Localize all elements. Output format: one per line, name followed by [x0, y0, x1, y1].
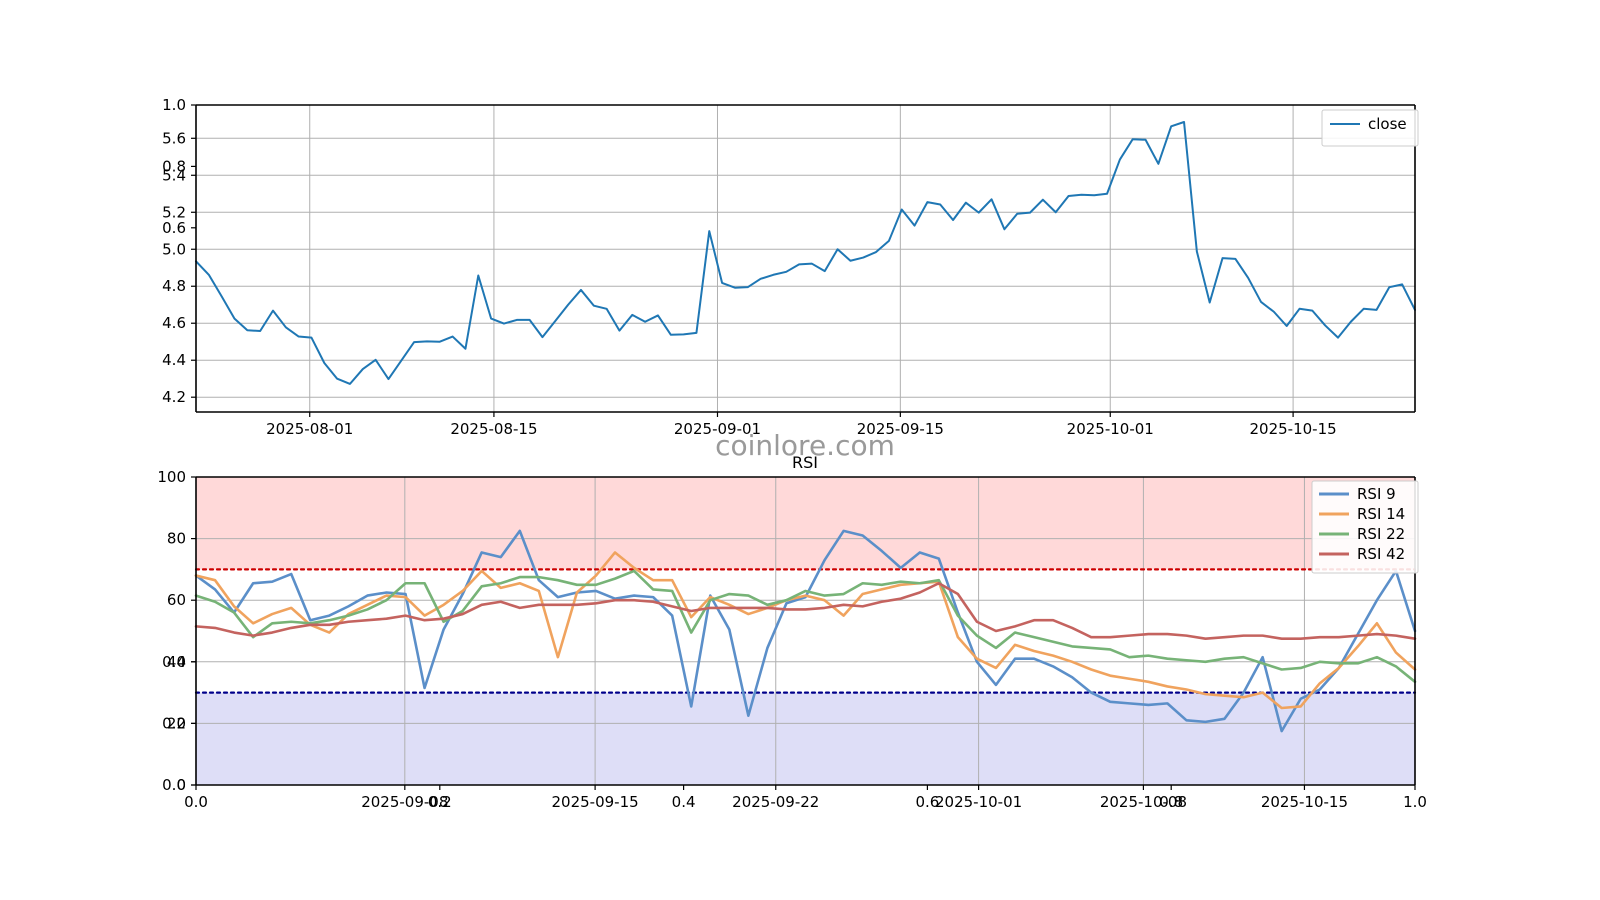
price-y-tick-label: 4.6	[162, 314, 186, 332]
overbought-band	[196, 477, 1415, 570]
rsi-legend-label: RSI 9	[1357, 485, 1396, 503]
rsi-overlay-x-tick-label: 1.0	[1403, 793, 1427, 811]
price-chart-panel: 4.2 4.4 4.6 4.8 5.0 5.2 5.4 5.6 0.6 0.8 1.0 2025-…	[162, 96, 1419, 438]
price-x-gridlines	[309, 105, 1294, 412]
rsi-legend[interactable]: RSI 9 RSI 14 RSI 22 RSI 42	[1311, 480, 1419, 574]
rsi-x-tick-labels: 2025-09-08 2025-09-15 2025-09-22 2025-10-01…	[361, 785, 1348, 811]
rsi-line-rsi-14	[194, 551, 1417, 710]
rsi-axis-spines	[195, 476, 1416, 786]
price-x-tick-label: 2025-08-01	[266, 420, 353, 438]
price-y-tick-label: 4.4	[162, 351, 186, 369]
price-overlay-y-tick-label: 1.0	[162, 96, 186, 114]
rsi-gridlines	[196, 538, 1415, 724]
price-legend-box	[1321, 109, 1419, 147]
price-series-lines	[195, 121, 1416, 385]
price-y-tick-label: 4.8	[162, 277, 186, 295]
rsi-legend-label: RSI 22	[1357, 525, 1405, 543]
price-x-tick-label: 2025-08-15	[450, 420, 537, 438]
rsi-x-tick-label: 2025-10-15	[1261, 793, 1348, 811]
price-x-tick-label: 2025-09-01	[674, 420, 761, 438]
price-overlay-y-tick-label: 0.8	[162, 157, 186, 175]
rsi-y-tick-label: 80	[167, 530, 186, 548]
rsi-overlay-y-tick-label: 0.4	[162, 653, 186, 671]
price-y-tick-labels-overlay: 0.6 0.8 1.0	[162, 96, 196, 237]
rsi-overlay-y-tick-label: 0.0	[162, 776, 186, 794]
price-y-tick-label: 5.0	[162, 240, 186, 258]
rsi-x-tick-label: 2025-10-08	[1100, 793, 1187, 811]
price-y-tick-label: 5.6	[162, 129, 186, 147]
rsi-x-tick-labels-overlay: 0.0 0.2 0.4 0.6 0.8 1.0	[184, 785, 1427, 811]
rsi-y-tick-label: 60	[167, 591, 186, 609]
rsi-line-rsi-9	[194, 529, 1417, 733]
rsi-x-tick-label: 2025-09-22	[732, 793, 819, 811]
price-x-tick-label: 2025-09-15	[857, 420, 944, 438]
rsi-line-rsi-22	[194, 569, 1417, 684]
price-line-close	[195, 121, 1416, 385]
price-x-tick-label: 2025-10-01	[1067, 420, 1154, 438]
rsi-y-tick-label: 100	[157, 468, 186, 486]
price-legend-label: close	[1368, 115, 1407, 133]
rsi-legend-label: RSI 14	[1357, 505, 1405, 523]
price-y-tick-label: 4.2	[162, 388, 186, 406]
price-gridlines	[196, 137, 1415, 398]
price-legend[interactable]: close	[1321, 109, 1419, 147]
rsi-overlay-x-tick-label: 0.8	[1159, 793, 1183, 811]
price-x-tick-labels: 2025-08-01 2025-08-15 2025-09-01 2025-09-15…	[266, 412, 1337, 438]
rsi-overlay-x-tick-label: 0.2	[428, 793, 452, 811]
price-x-tick-label: 2025-10-15	[1250, 420, 1337, 438]
price-y-tick-labels: 4.2 4.4 4.6 4.8 5.0 5.2 5.4 5.6	[162, 129, 196, 406]
rsi-legend-label: RSI 42	[1357, 545, 1405, 563]
price-overlay-y-tick-label: 0.6	[162, 219, 186, 237]
price-y-tick-label: 5.4	[162, 166, 186, 184]
rsi-overlay-x-tick-label: 0.4	[672, 793, 696, 811]
oversold-band	[196, 692, 1415, 785]
rsi-y-tick-labels: 0 20 40 60 80 100	[157, 468, 196, 794]
price-y-tick-label: 5.2	[162, 203, 186, 221]
rsi-overlay-y-tick-label: 0.2	[162, 714, 186, 732]
rsi-x-tick-label: 2025-09-08	[361, 793, 448, 811]
rsi-legend-box	[1311, 480, 1419, 574]
rsi-x-tick-label: 2025-09-15	[552, 793, 639, 811]
price-axis-spines	[195, 104, 1416, 413]
rsi-line-rsi-42	[194, 581, 1417, 640]
price-plot-background	[196, 105, 1415, 412]
rsi-x-tick-label: 2025-10-01	[935, 793, 1022, 811]
rsi-overlay-x-tick-label: 0.0	[184, 793, 208, 811]
rsi-y-tick-label: 0	[176, 776, 186, 794]
rsi-y-tick-label: 20	[167, 714, 186, 732]
watermark-label: coinlore.com	[715, 429, 895, 462]
rsi-series-lines	[194, 529, 1417, 733]
rsi-panel-title: RSI	[792, 453, 818, 472]
rsi-y-tick-labels-overlay: 0.0 0.2 0.4	[162, 653, 196, 794]
rsi-overlay-x-tick-label: 0.6	[915, 793, 939, 811]
rsi-y-tick-label: 40	[167, 653, 186, 671]
